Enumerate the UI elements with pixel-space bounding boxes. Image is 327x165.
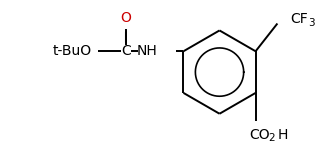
- Text: t-BuO: t-BuO: [53, 44, 92, 58]
- Text: CF: CF: [290, 12, 308, 26]
- Text: NH: NH: [137, 44, 158, 58]
- Text: 2: 2: [268, 132, 275, 143]
- Text: O: O: [121, 11, 131, 25]
- Text: 3: 3: [308, 17, 315, 28]
- Text: C: C: [121, 44, 131, 58]
- Text: CO: CO: [250, 128, 270, 142]
- Text: H: H: [277, 128, 288, 142]
